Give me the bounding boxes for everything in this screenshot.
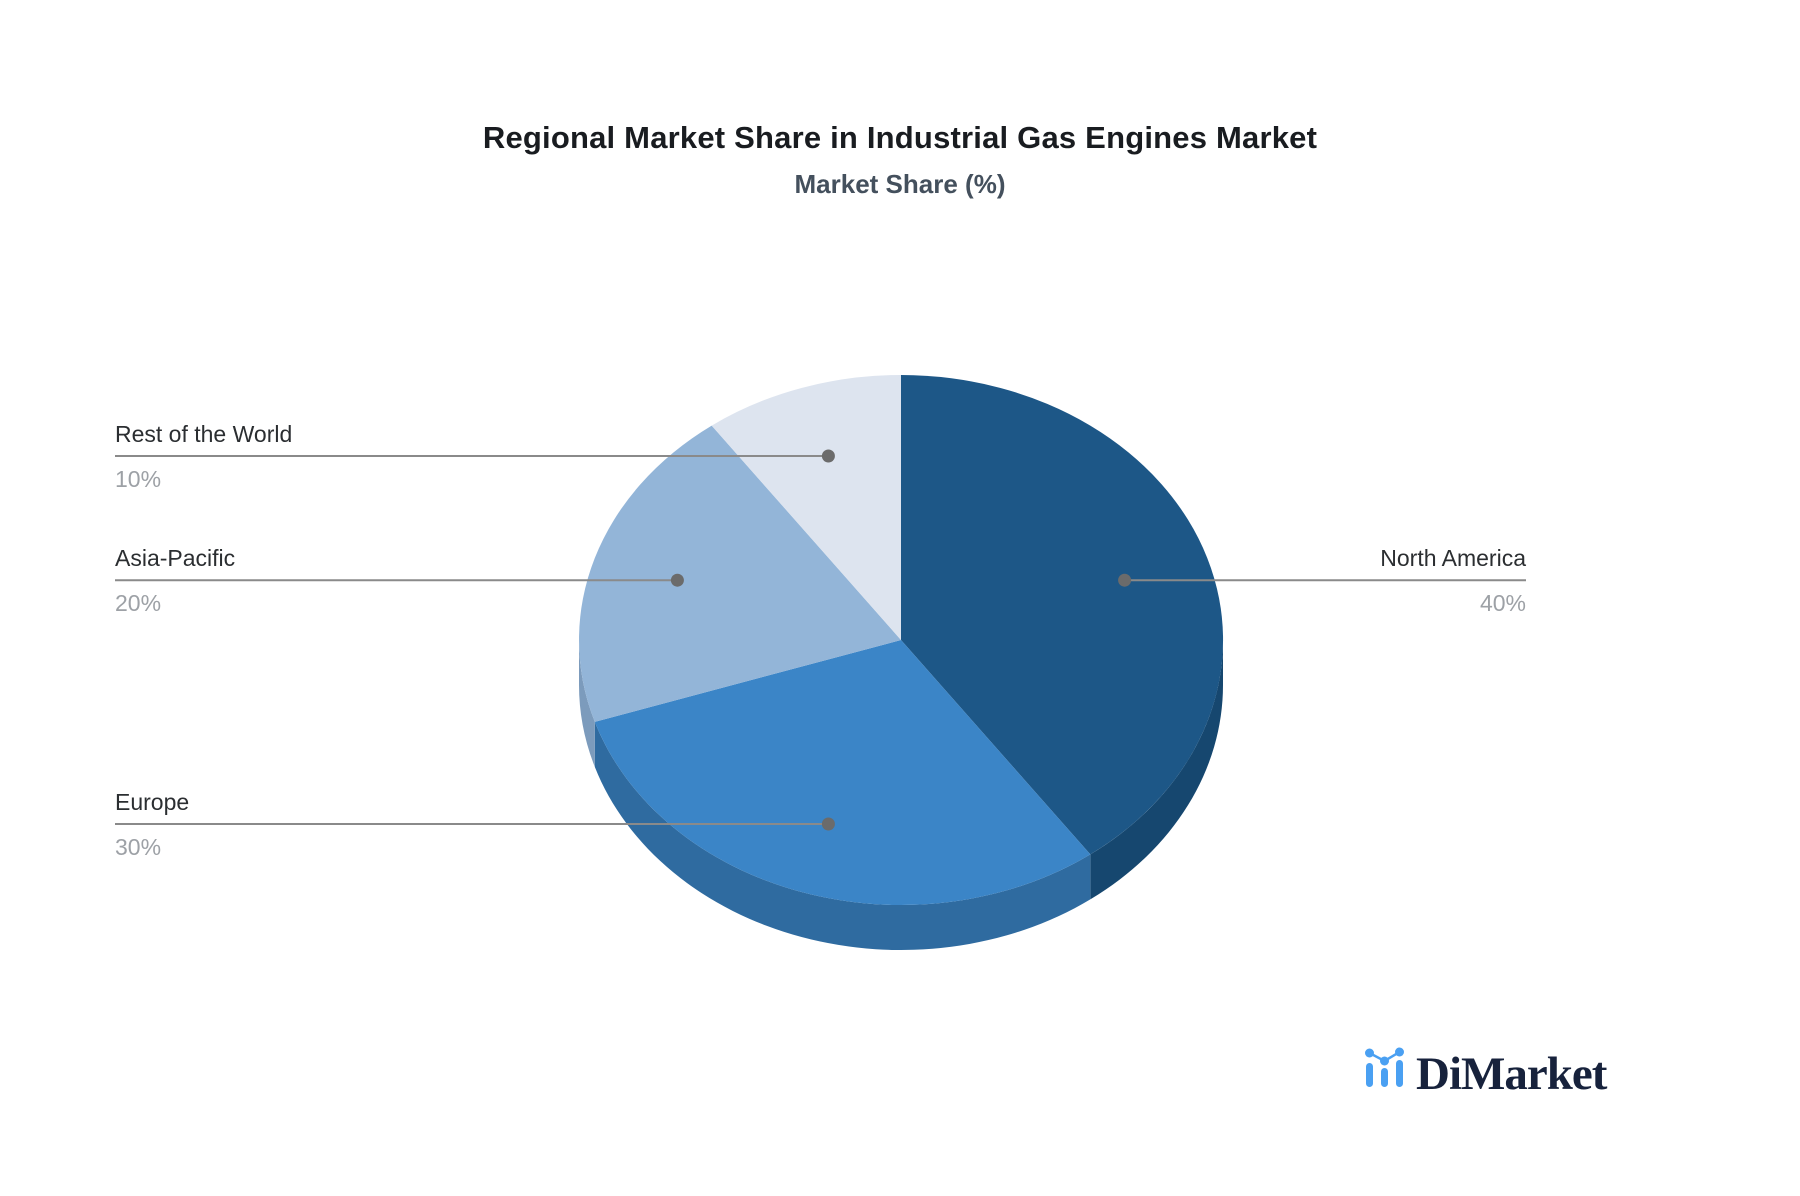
callout-dot-Europe [821, 817, 835, 831]
pie-slice-side-Europe [594, 721, 1091, 951]
callout-dot-Rest of the World [821, 449, 835, 463]
pie-slice-Rest of the World [711, 375, 901, 640]
bar-chart-logo-icon [1365, 1047, 1404, 1087]
pie-slice-side-Asia-Pacific [579, 640, 595, 767]
chart-subtitle: Market Share (%) [794, 169, 1006, 199]
callout-dot-Asia-Pacific [670, 573, 684, 587]
chart-title: Regional Market Share in Industrial Gas … [482, 120, 1318, 155]
pie-slice-Europe [594, 640, 1091, 906]
callout-dot-North America [1118, 573, 1132, 587]
pie-slice-side-North America [1090, 640, 1223, 900]
pie-slice-Asia-Pacific [579, 425, 901, 722]
brand-logo-text: DiMarket [1416, 1048, 1607, 1100]
brand-logo: DiMarket [1362, 1042, 1702, 1102]
pie-slice-North America [901, 375, 1224, 855]
